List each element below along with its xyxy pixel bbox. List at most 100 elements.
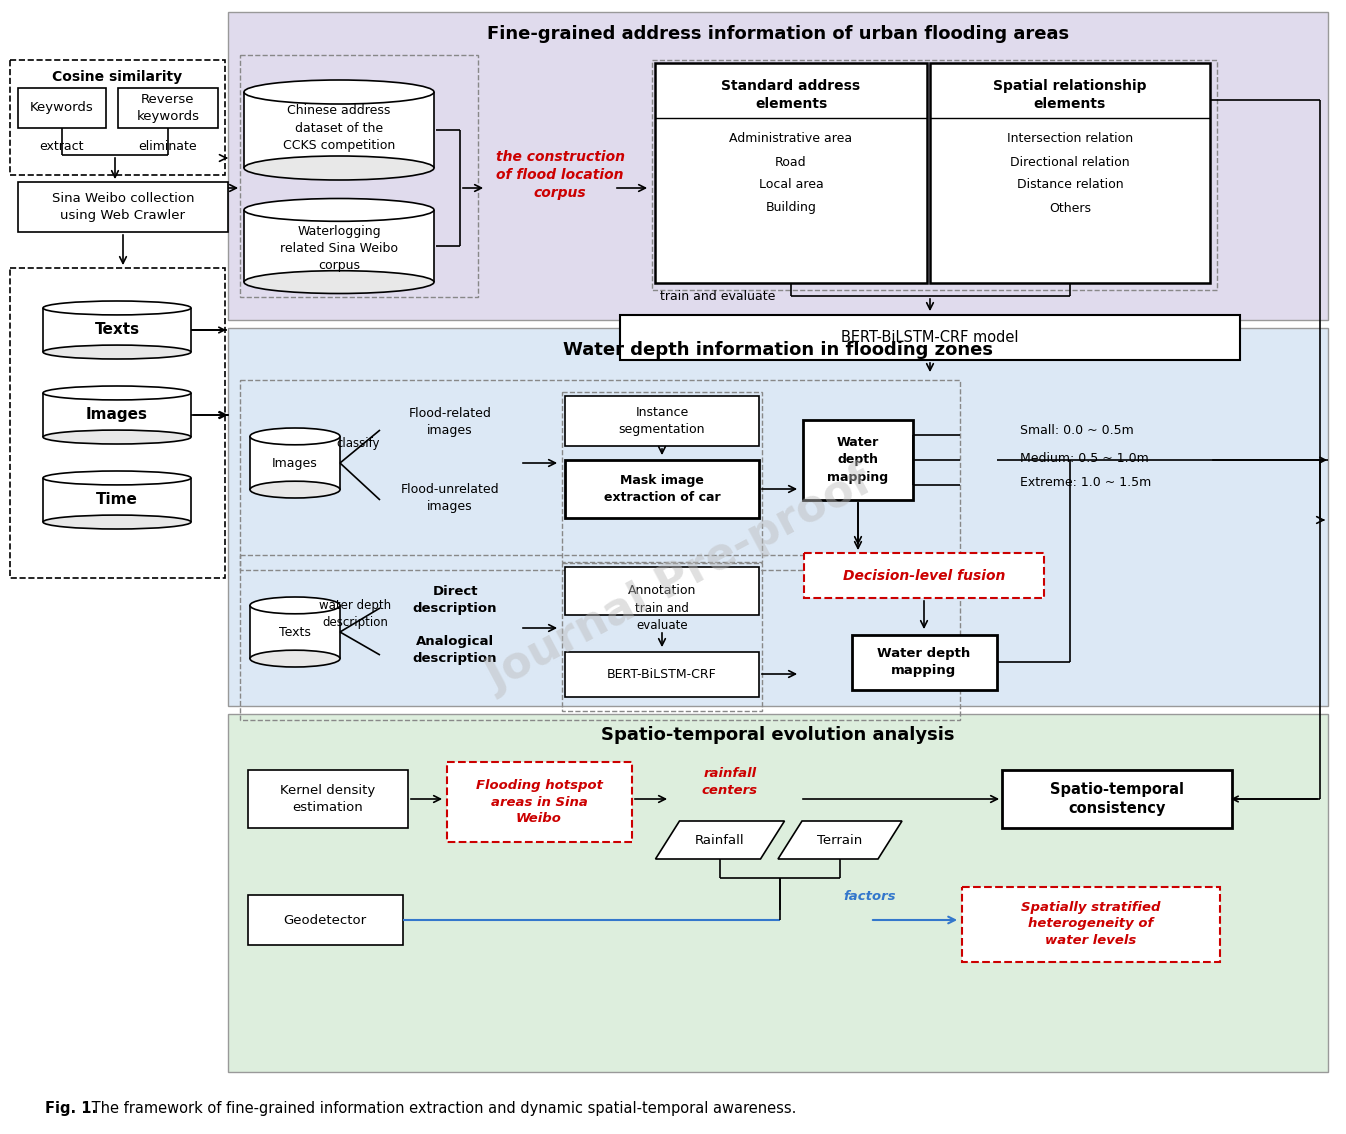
Text: Texts: Texts <box>94 322 140 338</box>
Text: Medium: 0.5 ~ 1.0m: Medium: 0.5 ~ 1.0m <box>1020 451 1148 465</box>
Bar <box>563 392 762 562</box>
Ellipse shape <box>250 596 341 613</box>
Ellipse shape <box>43 301 191 315</box>
Bar <box>563 562 762 711</box>
Text: classify: classify <box>336 437 380 449</box>
Bar <box>240 555 960 720</box>
Text: Building: Building <box>766 202 817 214</box>
Text: BERT-BiLSTM-CRF: BERT-BiLSTM-CRF <box>607 668 717 680</box>
Text: Administrative area: Administrative area <box>730 132 852 144</box>
Text: Rainfall: Rainfall <box>695 833 744 846</box>
Text: water depth
description: water depth description <box>319 599 392 629</box>
FancyBboxPatch shape <box>565 652 759 697</box>
Bar <box>244 92 433 168</box>
Text: Decision-level fusion: Decision-level fusion <box>843 569 1005 583</box>
Text: eliminate: eliminate <box>139 139 198 152</box>
Ellipse shape <box>43 471 191 485</box>
FancyBboxPatch shape <box>227 328 1329 706</box>
Text: Local area: Local area <box>759 178 824 192</box>
Text: Water depth
mapping: Water depth mapping <box>878 648 970 677</box>
Text: Small: 0.0 ~ 0.5m: Small: 0.0 ~ 0.5m <box>1020 423 1133 437</box>
Text: Water
depth
mapping: Water depth mapping <box>828 437 888 483</box>
Bar <box>962 887 1219 962</box>
Bar <box>240 56 478 297</box>
Bar <box>244 210 433 282</box>
Text: Texts: Texts <box>279 626 311 638</box>
Text: factors: factors <box>844 889 896 903</box>
Text: Road: Road <box>775 155 806 169</box>
Polygon shape <box>778 821 902 858</box>
FancyBboxPatch shape <box>565 396 759 446</box>
Text: Spatially stratified
heterogeneity of
water levels: Spatially stratified heterogeneity of wa… <box>1022 900 1160 948</box>
Polygon shape <box>656 821 785 858</box>
Ellipse shape <box>250 650 341 667</box>
Text: Cosine similarity: Cosine similarity <box>52 70 182 84</box>
Bar <box>240 380 960 570</box>
Text: Chinese address
dataset of the
CCKS competition: Chinese address dataset of the CCKS comp… <box>283 104 396 152</box>
Text: Time: Time <box>96 492 137 508</box>
Text: the construction
of flood location
corpus: the construction of flood location corpu… <box>495 150 625 201</box>
Ellipse shape <box>244 81 433 104</box>
Ellipse shape <box>43 345 191 359</box>
FancyBboxPatch shape <box>248 770 408 828</box>
Text: Flooding hotspot
areas in Sina
Weibo: Flooding hotspot areas in Sina Weibo <box>475 779 603 826</box>
FancyBboxPatch shape <box>621 315 1240 359</box>
FancyBboxPatch shape <box>565 567 759 615</box>
FancyBboxPatch shape <box>804 420 913 500</box>
FancyBboxPatch shape <box>118 88 218 128</box>
Ellipse shape <box>250 481 341 498</box>
FancyBboxPatch shape <box>852 635 997 689</box>
Text: Terrain: Terrain <box>817 833 863 846</box>
Text: train and
evaluate: train and evaluate <box>635 602 689 632</box>
Text: Others: Others <box>1049 202 1092 214</box>
Text: Waterlogging
related Sina Weibo
corpus: Waterlogging related Sina Weibo corpus <box>280 225 398 271</box>
Text: Instance
segmentation: Instance segmentation <box>619 406 705 435</box>
Bar <box>43 393 191 437</box>
Text: extract: extract <box>40 139 85 152</box>
Ellipse shape <box>43 430 191 445</box>
FancyBboxPatch shape <box>17 181 227 232</box>
Text: Images: Images <box>272 457 318 469</box>
Text: Journal Pre-proof: Journal Pre-proof <box>479 460 880 700</box>
FancyBboxPatch shape <box>1001 770 1232 828</box>
Bar <box>43 308 191 352</box>
Text: Sina Weibo collection
using Web Crawler: Sina Weibo collection using Web Crawler <box>51 192 194 222</box>
Text: Images: Images <box>86 407 148 423</box>
Ellipse shape <box>43 386 191 400</box>
Text: Extreme: 1.0 ~ 1.5m: Extreme: 1.0 ~ 1.5m <box>1020 476 1151 490</box>
FancyBboxPatch shape <box>656 64 927 284</box>
FancyBboxPatch shape <box>565 460 759 518</box>
Text: Fine-grained address information of urban flooding areas: Fine-grained address information of urba… <box>487 25 1069 43</box>
FancyBboxPatch shape <box>17 88 106 128</box>
Ellipse shape <box>43 515 191 528</box>
FancyBboxPatch shape <box>930 64 1210 284</box>
Text: BERT-BiLSTM-CRF model: BERT-BiLSTM-CRF model <box>841 330 1019 345</box>
Text: train and evaluate: train and evaluate <box>660 289 775 303</box>
Ellipse shape <box>250 428 341 445</box>
Text: Geodetector: Geodetector <box>284 914 366 926</box>
Text: Distance relation: Distance relation <box>1016 178 1124 192</box>
Bar <box>804 553 1044 598</box>
Text: Annotation: Annotation <box>627 584 696 598</box>
Text: Reverse
keywords: Reverse keywords <box>136 93 199 122</box>
Text: Water depth information in flooding zones: Water depth information in flooding zone… <box>563 341 993 359</box>
Text: Intersection relation: Intersection relation <box>1007 132 1133 144</box>
Ellipse shape <box>244 271 433 294</box>
Ellipse shape <box>244 198 433 221</box>
Bar <box>43 477 191 522</box>
Text: Spatio-temporal
consistency: Spatio-temporal consistency <box>1050 781 1184 816</box>
Text: Flood-unrelated
images: Flood-unrelated images <box>401 483 499 513</box>
Text: Spatio-temporal evolution analysis: Spatio-temporal evolution analysis <box>602 726 954 744</box>
Ellipse shape <box>244 156 433 180</box>
FancyBboxPatch shape <box>248 895 402 945</box>
Text: rainfall
centers: rainfall centers <box>703 767 758 797</box>
FancyBboxPatch shape <box>227 714 1329 1072</box>
Text: Spatial relationship
elements: Spatial relationship elements <box>993 78 1147 111</box>
Bar <box>9 60 225 175</box>
Text: Standard address
elements: Standard address elements <box>721 78 860 111</box>
Bar <box>651 60 1217 290</box>
Text: Keywords: Keywords <box>30 102 94 115</box>
Bar <box>447 762 633 843</box>
Text: Analogical
description: Analogical description <box>413 635 497 665</box>
Bar <box>9 268 225 578</box>
